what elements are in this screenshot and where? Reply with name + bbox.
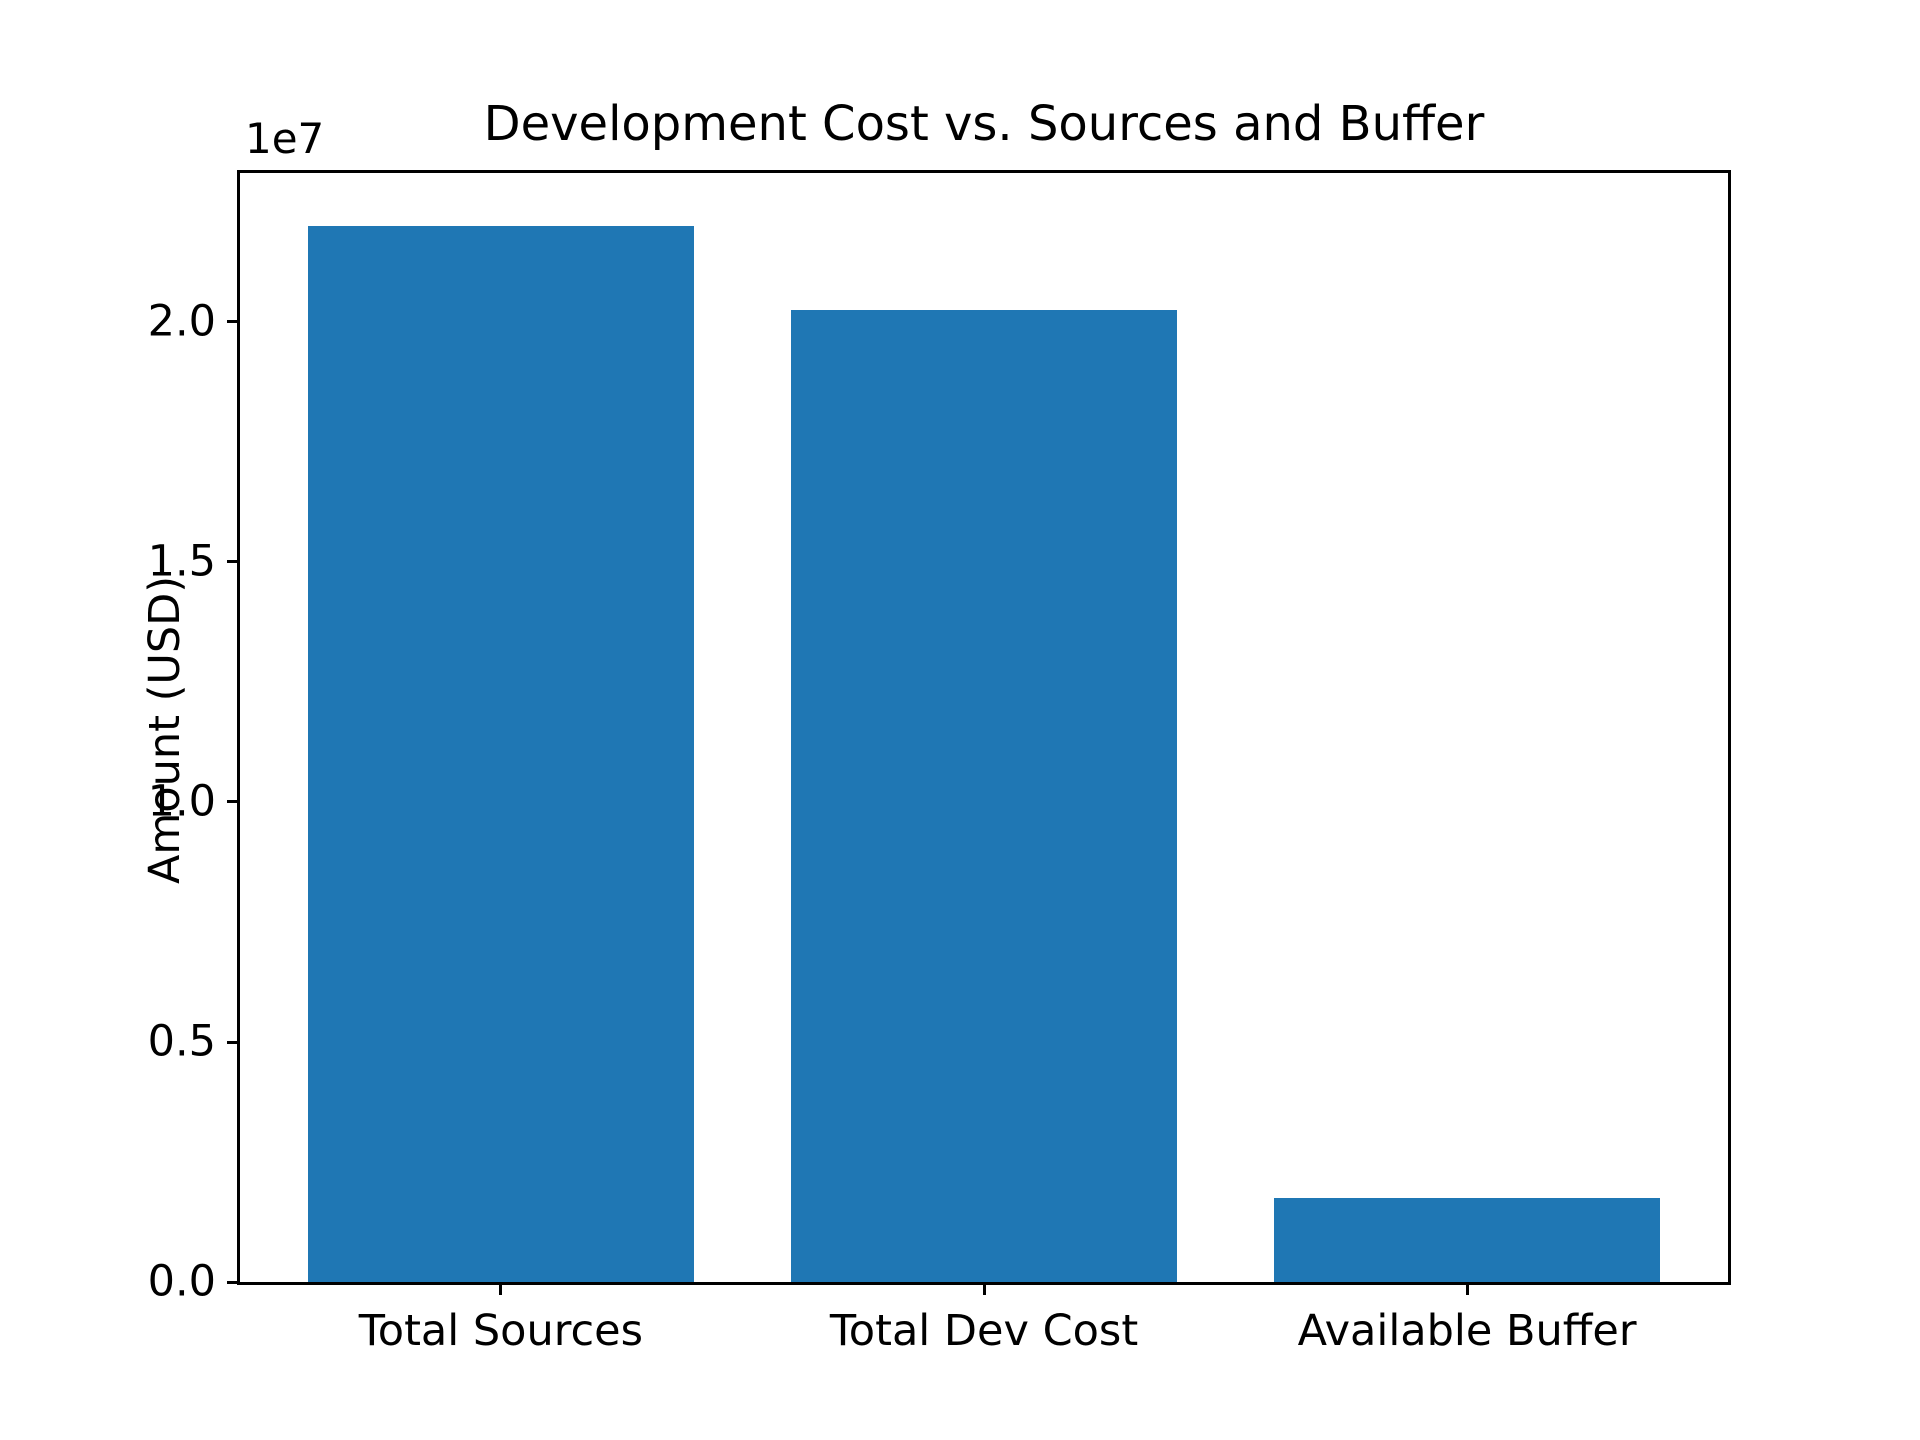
plot-area: [240, 173, 1728, 1282]
x-tick-label: Total Sources: [358, 1306, 643, 1356]
y-tick-label: 1.5: [147, 536, 216, 587]
y-tick-mark: [227, 800, 240, 804]
y-tick-mark: [227, 1280, 240, 1284]
y-tick-label: 2.0: [147, 296, 216, 347]
y-tick-mark: [227, 560, 240, 564]
bar-total-dev-cost: [790, 309, 1178, 1282]
y-axis-offset-label: 1e7: [245, 114, 325, 163]
x-tick-label: Available Buffer: [1297, 1306, 1637, 1356]
y-tick-mark: [227, 1040, 240, 1044]
x-tick-mark: [499, 1282, 503, 1295]
x-tick-mark: [982, 1282, 986, 1295]
y-tick-mark: [227, 320, 240, 324]
chart-title: Development Cost vs. Sources and Buffer: [483, 96, 1485, 152]
y-tick-label: 0.5: [147, 1016, 216, 1067]
bar-available-buffer: [1273, 1198, 1661, 1282]
x-tick-label: Total Dev Cost: [829, 1306, 1139, 1356]
y-axis-label: Amount (USD): [140, 575, 190, 885]
bar-total-sources: [307, 225, 695, 1282]
y-tick-label: 0.0: [147, 1256, 216, 1307]
y-tick-label: 1.0: [147, 776, 216, 827]
x-tick-mark: [1465, 1282, 1469, 1295]
